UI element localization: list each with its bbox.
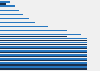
Bar [0,26,48,27]
Bar [0,64,86,66]
Bar [0,52,86,53]
Bar [0,68,86,70]
Bar [0,44,86,45]
Bar [0,66,86,68]
Bar [0,14,23,15]
Bar [0,58,86,60]
Bar [0,10,19,11]
Bar [0,34,81,35]
Bar [0,3,6,5]
Bar [0,60,86,61]
Bar [0,18,29,19]
Bar [0,5,15,7]
Bar [0,50,86,52]
Bar [0,54,86,56]
Bar [0,48,86,49]
Bar [0,46,86,47]
Bar [0,40,86,41]
Bar [0,1,10,3]
Bar [0,36,67,37]
Bar [0,42,86,43]
Bar [0,38,86,39]
Bar [0,30,67,31]
Bar [0,56,86,57]
Bar [0,62,86,64]
Bar [0,22,35,23]
